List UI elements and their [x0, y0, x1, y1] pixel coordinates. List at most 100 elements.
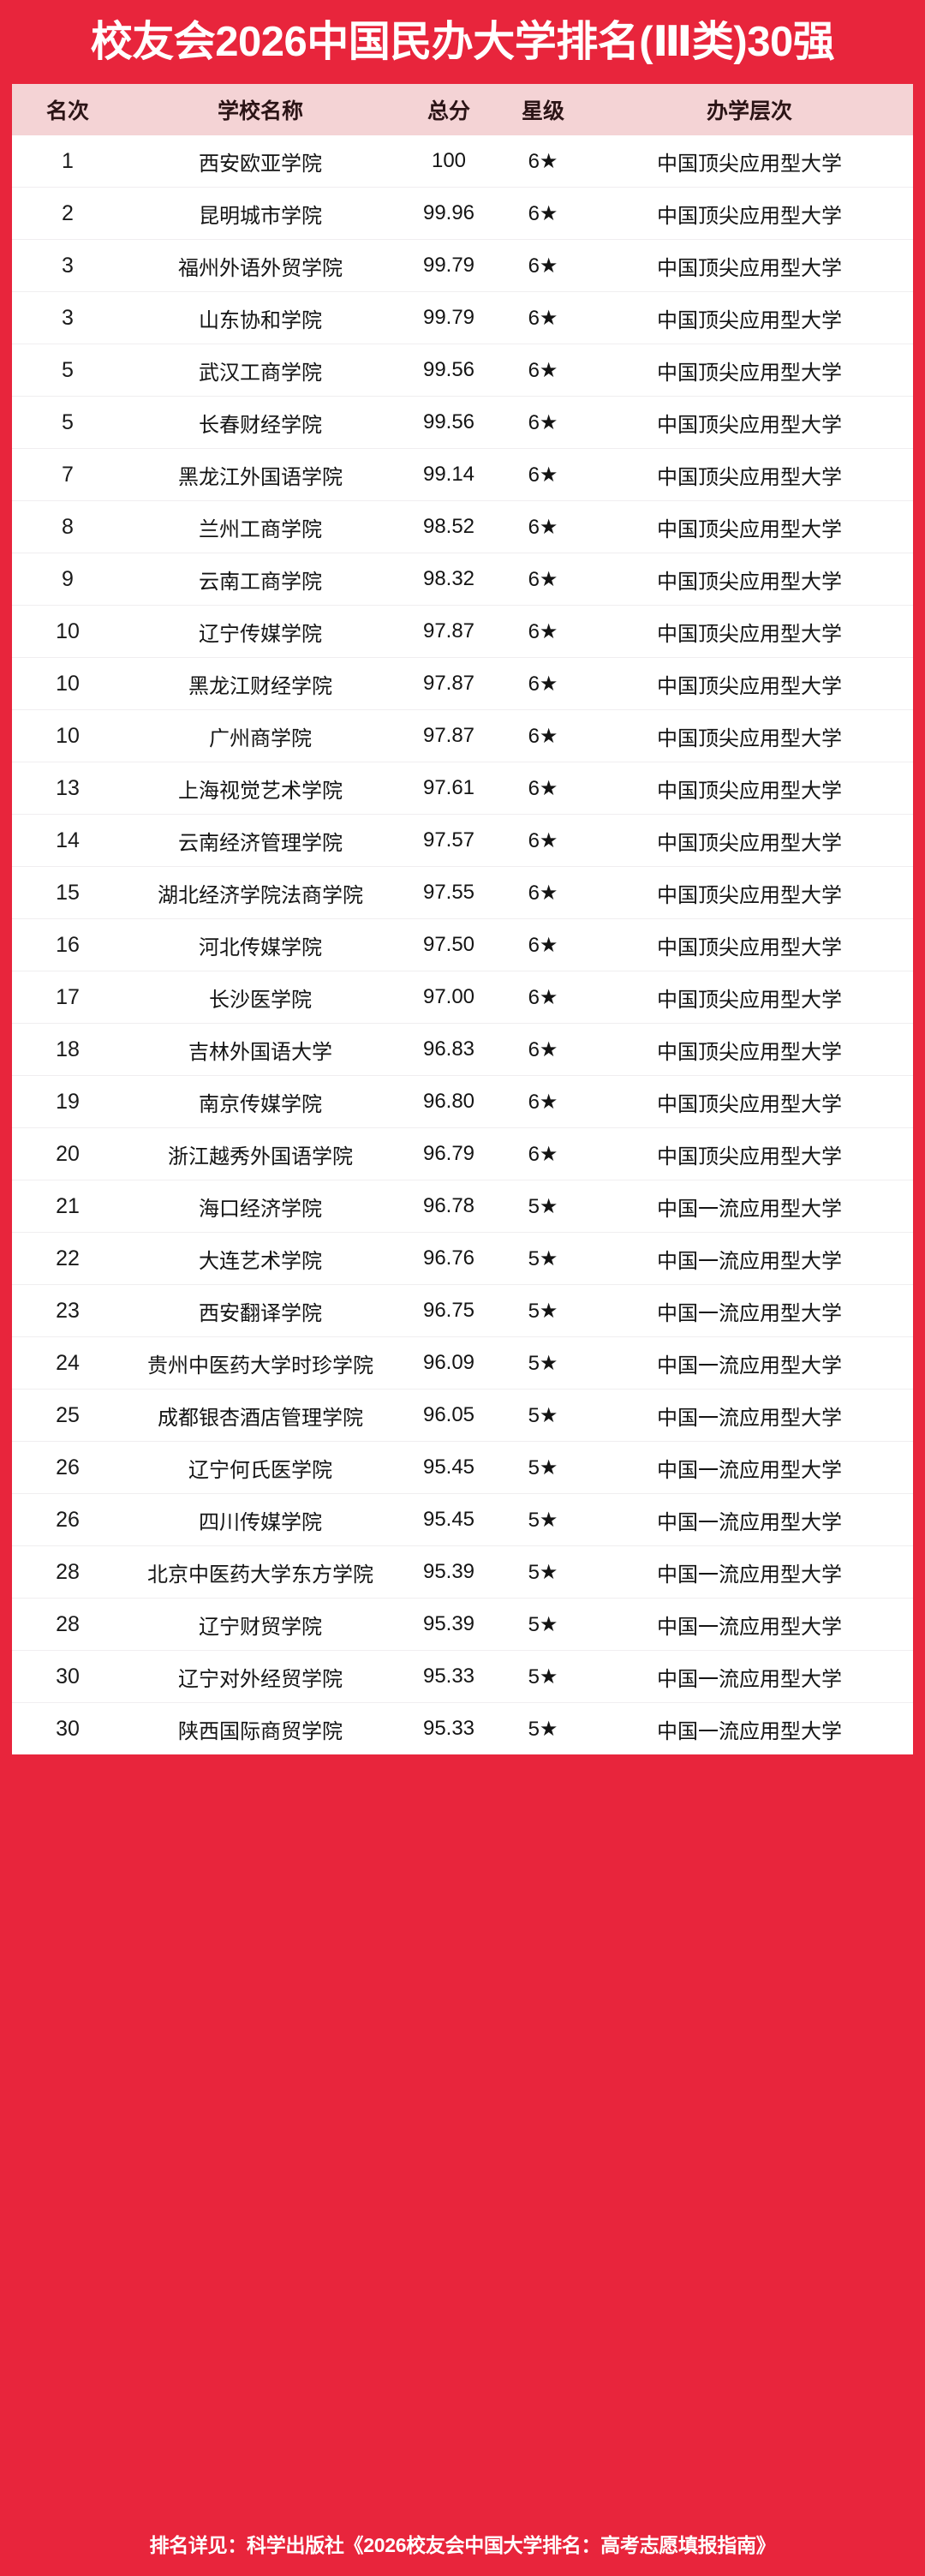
level-cell: 中国顶尖应用型大学 [586, 866, 913, 919]
star-rating-cell: 6★ [500, 971, 586, 1024]
school-name-cell: 浙江越秀外国语学院 [123, 1127, 397, 1180]
level-cell: 中国一流应用型大学 [586, 1598, 913, 1651]
star-rating-cell: 5★ [500, 1441, 586, 1494]
star-rating-cell: 6★ [500, 605, 586, 658]
rank-cell: 18 [12, 1023, 123, 1076]
score-cell: 98.52 [397, 500, 500, 553]
score-cell: 96.80 [397, 1075, 500, 1128]
star-rating-cell: 6★ [500, 762, 586, 815]
star-rating-cell: 6★ [500, 918, 586, 971]
level-cell: 中国一流应用型大学 [586, 1389, 913, 1442]
level-cell: 中国顶尖应用型大学 [586, 971, 913, 1024]
star-rating-cell: 5★ [528, 1717, 558, 1741]
level-cell: 中国一流应用型大学 [586, 1232, 913, 1285]
table-row: 30 辽宁对外经贸学院 95.33 5★ 中国一流应用型大学 [12, 1650, 913, 1703]
score-cell: 96.78 [397, 1180, 500, 1233]
table-row: 7 黑龙江外国语学院 99.14 6★ 中国顶尖应用型大学 [12, 448, 913, 501]
rank-cell: 2 [12, 187, 123, 240]
level-cell: 中国顶尖应用型大学 [586, 448, 913, 501]
rank-cell: 9 [12, 553, 123, 606]
rank-cell: 13 [12, 762, 123, 815]
school-name-cell: 辽宁对外经贸学院 [123, 1650, 397, 1703]
table-row: 30 陕西国际商贸学院 95.33 5★ 中国一流应用型大学 [12, 1703, 913, 1755]
star-rating-cell: 6★ [500, 291, 586, 344]
footer-banner: 排名详见：科学出版社《2026校友会中国大学排名：高考志愿填报指南》 [0, 2511, 925, 2576]
score-cell: 97.87 [397, 605, 500, 658]
score-cell: 96.05 [397, 1389, 500, 1442]
score-cell: 99.14 [397, 448, 500, 501]
star-rating-cell: 5★ [500, 1545, 586, 1599]
level-cell: 中国一流应用型大学 [586, 1336, 913, 1390]
rank-cell: 26 [12, 1441, 123, 1494]
level-cell: 中国顶尖应用型大学 [586, 553, 913, 606]
level-cell: 中国顶尖应用型大学 [586, 1075, 913, 1128]
table-header-row: 名次 学校名称 总分 星级 办学层次 [12, 84, 913, 135]
page-title: 校友会2026中国民办大学排名(Ⅲ类)30强 [90, 18, 835, 65]
rank-cell: 1 [12, 135, 123, 188]
school-name-cell: 黑龙江财经学院 [123, 657, 397, 710]
star-rating-cell: 6★ [500, 657, 586, 710]
score-cell: 100 [397, 135, 500, 188]
column-header-star: 星级 [500, 84, 586, 135]
star-rating-cell: 6★ [500, 500, 586, 553]
table-row: 28 辽宁财贸学院 95.39 5★ 中国一流应用型大学 [12, 1598, 913, 1651]
school-name-cell: 云南工商学院 [123, 553, 397, 606]
score-cell: 95.39 [397, 1545, 500, 1599]
score-cell: 96.79 [397, 1127, 500, 1180]
table-row: 13 上海视觉艺术学院 97.61 6★ 中国顶尖应用型大学 [12, 762, 913, 815]
school-name-cell: 海口经济学院 [123, 1180, 397, 1233]
star-rating-cell: 6★ [500, 814, 586, 867]
star-rating-cell: 5★ [500, 1284, 586, 1337]
level-cell: 中国顶尖应用型大学 [586, 344, 913, 397]
level-cell: 中国一流应用型大学 [586, 1545, 913, 1599]
school-name-cell: 贵州中医药大学时珍学院 [123, 1336, 397, 1390]
table-row: 14 云南经济管理学院 97.57 6★ 中国顶尖应用型大学 [12, 814, 913, 867]
ranking-table-container: 名次 学校名称 总分 星级 办学层次 1 西安欧亚学院 100 6★ 中国顶尖应用型大学… [12, 84, 913, 1754]
school-name-cell: 黑龙江外国语学院 [123, 448, 397, 501]
school-name-cell: 西安欧亚学院 [123, 135, 397, 188]
star-rating-cell: 6★ [500, 448, 586, 501]
table-row: 5 长春财经学院 99.56 6★ 中国顶尖应用型大学 [12, 396, 913, 449]
school-name-cell: 大连艺术学院 [123, 1232, 397, 1285]
rank-cell: 25 [12, 1389, 123, 1442]
level-cell: 中国顶尖应用型大学 [586, 605, 913, 658]
level-cell: 中国顶尖应用型大学 [586, 709, 913, 762]
school-name-cell: 北京中医药大学东方学院 [123, 1545, 397, 1599]
table-row: 10 广州商学院 97.87 6★ 中国顶尖应用型大学 [12, 709, 913, 762]
rank-cell: 30 [56, 1716, 80, 1741]
school-name-cell: 福州外语外贸学院 [123, 239, 397, 292]
school-name-cell: 山东协和学院 [123, 291, 397, 344]
level-cell: 中国顶尖应用型大学 [586, 500, 913, 553]
rank-cell: 17 [12, 971, 123, 1024]
rank-cell: 10 [12, 605, 123, 658]
table-row: 19 南京传媒学院 96.80 6★ 中国顶尖应用型大学 [12, 1075, 913, 1128]
level-cell: 中国一流应用型大学 [586, 1284, 913, 1337]
score-cell: 95.45 [397, 1441, 500, 1494]
score-cell: 99.79 [397, 291, 500, 344]
score-cell: 99.79 [397, 239, 500, 292]
score-cell: 96.76 [397, 1232, 500, 1285]
table-row: 20 浙江越秀外国语学院 96.79 6★ 中国顶尖应用型大学 [12, 1127, 913, 1180]
table-row: 26 辽宁何氏医学院 95.45 5★ 中国一流应用型大学 [12, 1441, 913, 1494]
school-name-cell: 河北传媒学院 [123, 918, 397, 971]
star-rating-cell: 5★ [500, 1232, 586, 1285]
score-cell: 96.83 [397, 1023, 500, 1076]
score-cell: 96.75 [397, 1284, 500, 1337]
rank-cell: 5 [12, 396, 123, 449]
rank-cell: 10 [12, 657, 123, 710]
table-row: 16 河北传媒学院 97.50 6★ 中国顶尖应用型大学 [12, 918, 913, 971]
rank-cell: 16 [12, 918, 123, 971]
level-cell: 中国一流应用型大学 [586, 1180, 913, 1233]
level-cell: 中国一流应用型大学 [657, 1719, 842, 1743]
level-cell: 中国顶尖应用型大学 [586, 1023, 913, 1076]
school-name-cell: 长沙医学院 [123, 971, 397, 1024]
table-row: 10 辽宁传媒学院 97.87 6★ 中国顶尖应用型大学 [12, 605, 913, 658]
school-name-cell: 吉林外国语大学 [123, 1023, 397, 1076]
score-cell: 97.87 [397, 709, 500, 762]
school-name-cell: 南京传媒学院 [123, 1075, 397, 1128]
level-cell: 中国顶尖应用型大学 [586, 657, 913, 710]
table-row: 1 西安欧亚学院 100 6★ 中国顶尖应用型大学 [12, 135, 913, 188]
score-cell: 99.56 [397, 344, 500, 397]
table-row: 28 北京中医药大学东方学院 95.39 5★ 中国一流应用型大学 [12, 1545, 913, 1599]
table-header: 名次 学校名称 总分 星级 办学层次 [12, 84, 913, 135]
